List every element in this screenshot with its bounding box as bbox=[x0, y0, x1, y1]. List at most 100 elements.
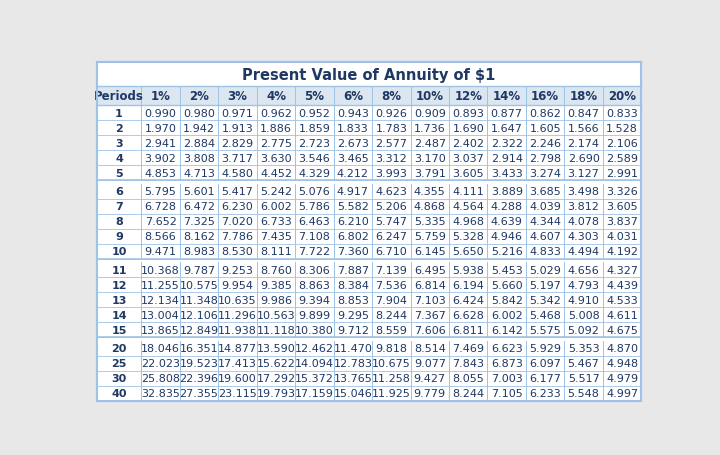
Text: 9.471: 9.471 bbox=[145, 247, 176, 257]
Text: 25: 25 bbox=[112, 359, 127, 369]
Text: 7.536: 7.536 bbox=[375, 280, 408, 290]
Bar bbox=[96, 151, 642, 166]
Text: Periods: Periods bbox=[94, 90, 144, 103]
Text: 9.787: 9.787 bbox=[183, 265, 215, 275]
Text: 9.253: 9.253 bbox=[222, 265, 253, 275]
Text: 6.424: 6.424 bbox=[452, 295, 485, 305]
Text: 4.833: 4.833 bbox=[529, 247, 561, 257]
Text: 2.589: 2.589 bbox=[606, 154, 638, 164]
Text: 4.853: 4.853 bbox=[145, 168, 176, 178]
Text: 32.835: 32.835 bbox=[141, 388, 180, 398]
Text: 5.795: 5.795 bbox=[145, 187, 176, 197]
Text: 3.808: 3.808 bbox=[183, 154, 215, 164]
Text: 4.212: 4.212 bbox=[337, 168, 369, 178]
Text: 8.055: 8.055 bbox=[452, 373, 484, 383]
Bar bbox=[96, 338, 642, 341]
Text: 16%: 16% bbox=[531, 90, 559, 103]
Text: 5.353: 5.353 bbox=[568, 344, 600, 354]
Text: 12%: 12% bbox=[454, 90, 482, 103]
Text: 27.355: 27.355 bbox=[179, 388, 218, 398]
Text: 15.046: 15.046 bbox=[333, 388, 372, 398]
Text: 0.926: 0.926 bbox=[375, 109, 408, 119]
Text: 7.103: 7.103 bbox=[414, 295, 446, 305]
Text: 3.498: 3.498 bbox=[567, 187, 600, 197]
Text: 12.462: 12.462 bbox=[295, 344, 334, 354]
Bar bbox=[96, 136, 642, 151]
Text: 3.685: 3.685 bbox=[529, 187, 561, 197]
Text: 8: 8 bbox=[115, 217, 123, 227]
Text: 3.837: 3.837 bbox=[606, 217, 638, 227]
Text: 14%: 14% bbox=[492, 90, 521, 103]
Text: 3.326: 3.326 bbox=[606, 187, 638, 197]
Text: 2: 2 bbox=[115, 124, 123, 134]
Text: 5.517: 5.517 bbox=[568, 373, 600, 383]
Text: 1.833: 1.833 bbox=[337, 124, 369, 134]
Text: 4.494: 4.494 bbox=[567, 247, 600, 257]
Text: 3.812: 3.812 bbox=[567, 202, 600, 212]
Text: 5.575: 5.575 bbox=[529, 325, 561, 335]
Text: 13.590: 13.590 bbox=[256, 344, 295, 354]
Text: 1%: 1% bbox=[150, 90, 171, 103]
Text: 9.394: 9.394 bbox=[298, 295, 330, 305]
Text: 9.986: 9.986 bbox=[260, 295, 292, 305]
Text: 3.993: 3.993 bbox=[375, 168, 408, 178]
Text: 8.863: 8.863 bbox=[299, 280, 330, 290]
Text: 5.029: 5.029 bbox=[529, 265, 561, 275]
Text: 1.783: 1.783 bbox=[375, 124, 408, 134]
Text: 22.023: 22.023 bbox=[141, 359, 180, 369]
Text: 9.818: 9.818 bbox=[375, 344, 408, 354]
Text: 6.710: 6.710 bbox=[375, 247, 408, 257]
Text: 25.808: 25.808 bbox=[141, 373, 180, 383]
Text: 10.575: 10.575 bbox=[180, 280, 218, 290]
Text: 4.793: 4.793 bbox=[567, 280, 600, 290]
Text: 5.548: 5.548 bbox=[567, 388, 600, 398]
Text: 6.623: 6.623 bbox=[491, 344, 523, 354]
Text: 2.322: 2.322 bbox=[491, 139, 523, 149]
Text: 13.004: 13.004 bbox=[141, 310, 180, 320]
Text: 2.487: 2.487 bbox=[414, 139, 446, 149]
Text: 3.127: 3.127 bbox=[567, 168, 600, 178]
Text: 5.842: 5.842 bbox=[491, 295, 523, 305]
Text: 6.247: 6.247 bbox=[375, 232, 408, 242]
Text: 10: 10 bbox=[112, 247, 127, 257]
Text: 18%: 18% bbox=[570, 90, 598, 103]
Text: 4.713: 4.713 bbox=[183, 168, 215, 178]
Bar bbox=[96, 263, 642, 278]
Text: 7.020: 7.020 bbox=[222, 217, 253, 227]
Text: 0.962: 0.962 bbox=[260, 109, 292, 119]
Text: 12.783: 12.783 bbox=[333, 359, 372, 369]
Text: 6.177: 6.177 bbox=[529, 373, 561, 383]
Text: 6.802: 6.802 bbox=[337, 232, 369, 242]
Text: 4.917: 4.917 bbox=[337, 187, 369, 197]
Text: 7.469: 7.469 bbox=[452, 344, 485, 354]
Text: 8.514: 8.514 bbox=[414, 344, 446, 354]
Text: 4.968: 4.968 bbox=[452, 217, 485, 227]
Text: 7.360: 7.360 bbox=[337, 247, 369, 257]
Text: 7.606: 7.606 bbox=[414, 325, 446, 335]
Text: 14.094: 14.094 bbox=[295, 359, 334, 369]
Text: 4.607: 4.607 bbox=[529, 232, 561, 242]
Bar bbox=[96, 356, 642, 371]
Text: 6.463: 6.463 bbox=[299, 217, 330, 227]
Text: 11.348: 11.348 bbox=[179, 295, 218, 305]
Text: 7.139: 7.139 bbox=[375, 265, 408, 275]
Text: 8.566: 8.566 bbox=[145, 232, 176, 242]
Bar bbox=[96, 278, 642, 293]
Text: 1.605: 1.605 bbox=[529, 124, 561, 134]
Text: 8.384: 8.384 bbox=[337, 280, 369, 290]
Text: 11.925: 11.925 bbox=[372, 388, 411, 398]
Text: Present Value of Annuity of $1: Present Value of Annuity of $1 bbox=[243, 67, 495, 82]
Text: 2.829: 2.829 bbox=[222, 139, 253, 149]
Text: 7.105: 7.105 bbox=[491, 388, 523, 398]
Text: 0.877: 0.877 bbox=[491, 109, 523, 119]
Text: 0.952: 0.952 bbox=[299, 109, 330, 119]
Text: 2%: 2% bbox=[189, 90, 209, 103]
Text: 12.134: 12.134 bbox=[141, 295, 180, 305]
Text: 2.577: 2.577 bbox=[375, 139, 408, 149]
Text: 5%: 5% bbox=[305, 90, 325, 103]
Text: 9.899: 9.899 bbox=[298, 310, 330, 320]
Text: 4.656: 4.656 bbox=[568, 265, 600, 275]
Text: 23.115: 23.115 bbox=[218, 388, 257, 398]
Text: 11.470: 11.470 bbox=[333, 344, 372, 354]
Text: 3.902: 3.902 bbox=[145, 154, 176, 164]
